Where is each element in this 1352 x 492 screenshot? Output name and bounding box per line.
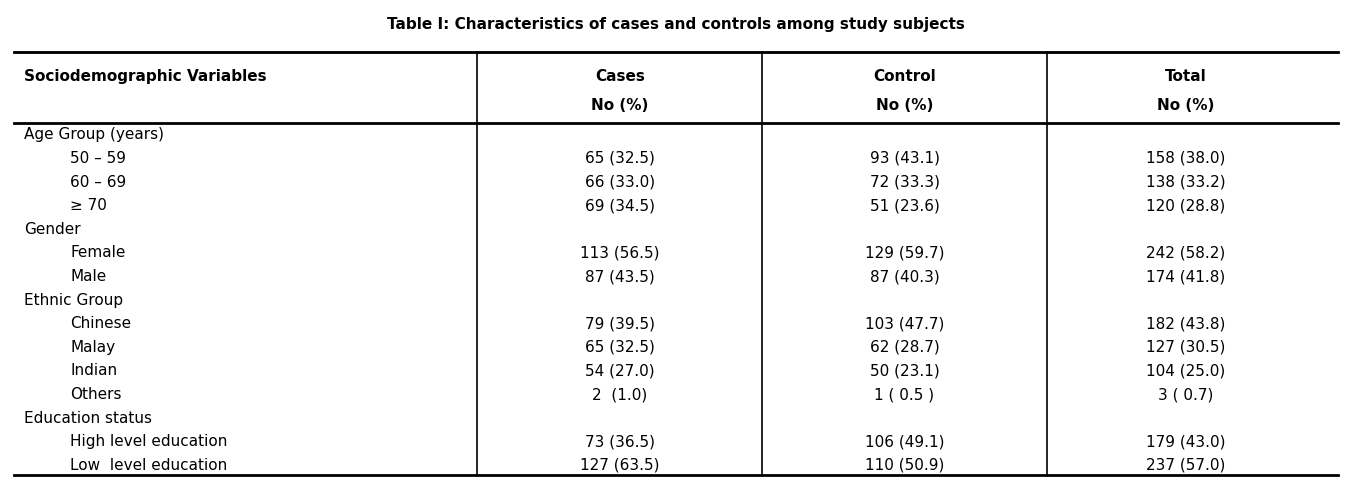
Text: 50 – 59: 50 – 59 [70,151,126,166]
Text: Table I: Characteristics of cases and controls among study subjects: Table I: Characteristics of cases and co… [387,17,965,32]
Text: 138 (33.2): 138 (33.2) [1146,175,1226,189]
Text: 242 (58.2): 242 (58.2) [1146,246,1226,260]
Text: Female: Female [70,246,126,260]
Text: Control: Control [873,69,936,84]
Text: 50 (23.1): 50 (23.1) [869,364,940,378]
Text: 60 – 69: 60 – 69 [70,175,127,189]
Text: 127 (63.5): 127 (63.5) [580,458,660,473]
Text: 62 (28.7): 62 (28.7) [869,340,940,355]
Text: Ethnic Group: Ethnic Group [24,293,123,308]
Text: Age Group (years): Age Group (years) [24,127,165,142]
Text: 104 (25.0): 104 (25.0) [1146,364,1226,378]
Text: 1 ( 0.5 ): 1 ( 0.5 ) [875,387,934,402]
Text: Malay: Malay [70,340,115,355]
Text: 51 (23.6): 51 (23.6) [869,198,940,213]
Text: High level education: High level education [70,434,227,449]
Text: 127 (30.5): 127 (30.5) [1146,340,1226,355]
Text: 103 (47.7): 103 (47.7) [865,316,944,331]
Text: 79 (39.5): 79 (39.5) [584,316,654,331]
Text: 3 ( 0.7): 3 ( 0.7) [1159,387,1214,402]
Text: Sociodemographic Variables: Sociodemographic Variables [24,69,266,84]
Text: 72 (33.3): 72 (33.3) [869,175,940,189]
Text: 113 (56.5): 113 (56.5) [580,246,660,260]
Text: Chinese: Chinese [70,316,131,331]
Text: Total: Total [1165,69,1207,84]
Text: 106 (49.1): 106 (49.1) [865,434,944,449]
Text: 237 (57.0): 237 (57.0) [1146,458,1226,473]
Text: Male: Male [70,269,107,284]
Text: 93 (43.1): 93 (43.1) [869,151,940,166]
Text: Indian: Indian [70,364,118,378]
Text: 65 (32.5): 65 (32.5) [585,151,654,166]
Text: 120 (28.8): 120 (28.8) [1146,198,1226,213]
Text: 129 (59.7): 129 (59.7) [865,246,944,260]
Text: 54 (27.0): 54 (27.0) [585,364,654,378]
Text: 182 (43.8): 182 (43.8) [1146,316,1226,331]
Text: 73 (36.5): 73 (36.5) [584,434,654,449]
Text: 179 (43.0): 179 (43.0) [1146,434,1226,449]
Text: Low  level education: Low level education [70,458,227,473]
Text: 69 (34.5): 69 (34.5) [584,198,654,213]
Text: No (%): No (%) [1157,98,1215,113]
Text: 158 (38.0): 158 (38.0) [1146,151,1226,166]
Text: No (%): No (%) [591,98,649,113]
Text: 66 (33.0): 66 (33.0) [584,175,654,189]
Text: ≥ 70: ≥ 70 [70,198,107,213]
Text: Others: Others [70,387,122,402]
Text: 87 (40.3): 87 (40.3) [869,269,940,284]
Text: 174 (41.8): 174 (41.8) [1146,269,1226,284]
Text: Cases: Cases [595,69,645,84]
Text: 110 (50.9): 110 (50.9) [865,458,944,473]
Text: Gender: Gender [24,222,81,237]
Text: 2  (1.0): 2 (1.0) [592,387,648,402]
Text: Education status: Education status [24,411,153,426]
Text: No (%): No (%) [876,98,933,113]
Text: 87 (43.5): 87 (43.5) [585,269,654,284]
Text: 65 (32.5): 65 (32.5) [585,340,654,355]
